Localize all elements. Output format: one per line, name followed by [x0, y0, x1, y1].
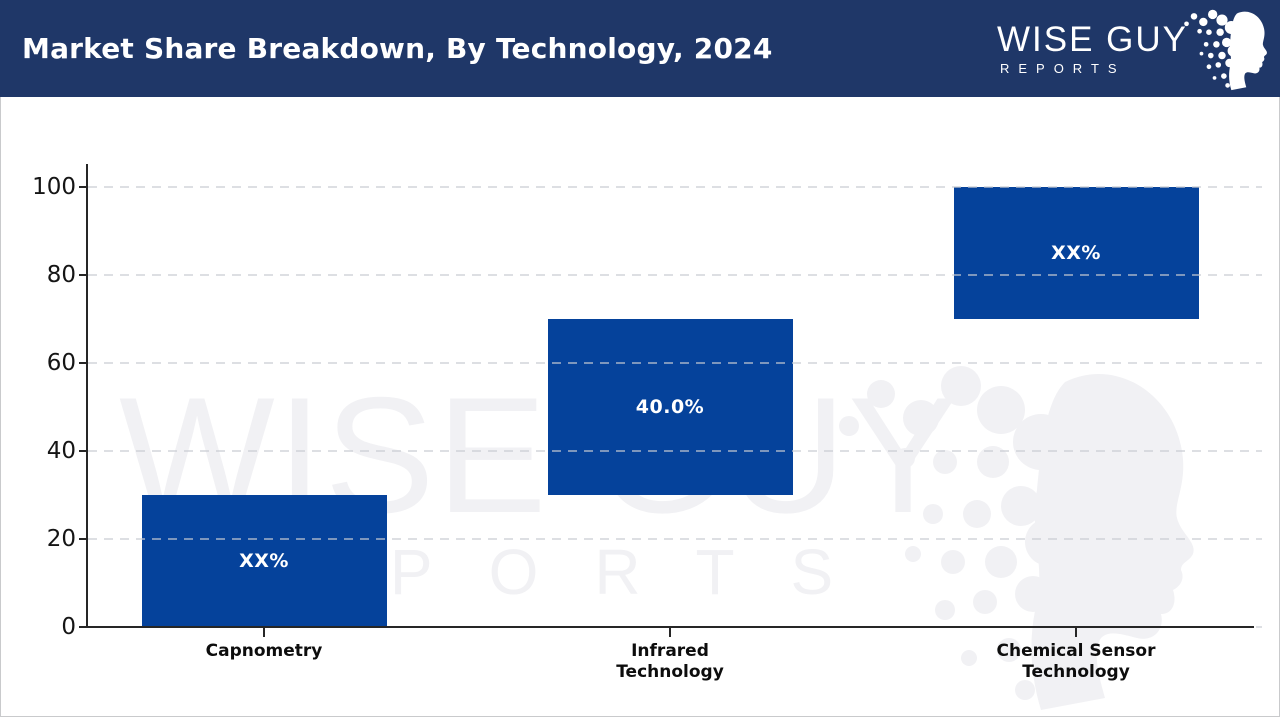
bar-segment-3: XX% — [953, 187, 1199, 319]
brand-text: WISE GUY REPORTS — [996, 19, 1188, 76]
page-title: Market Share Breakdown, By Technology, 2… — [22, 32, 773, 65]
x-tick — [669, 628, 671, 637]
brand-name: WISE GUY — [996, 19, 1188, 59]
y-gridline — [88, 186, 1262, 188]
bar-value-label: XX% — [239, 550, 289, 572]
y-tick — [79, 450, 87, 452]
y-tick — [79, 274, 87, 276]
y-tick — [79, 186, 87, 188]
y-tick — [79, 626, 87, 628]
y-gridline — [88, 450, 1262, 452]
y-gridline — [88, 362, 1262, 364]
y-axis — [86, 164, 88, 628]
brand-logo: WISE GUY REPORTS — [997, 7, 1270, 91]
bar-value-label: XX% — [1051, 242, 1101, 264]
y-gridline — [88, 274, 1262, 276]
header: Market Share Breakdown, By Technology, 2… — [0, 0, 1280, 97]
y-tick-label: 100 — [32, 174, 76, 200]
y-tick-label: 80 — [46, 262, 76, 288]
y-tick-label: 0 — [61, 614, 76, 640]
y-tick — [79, 538, 87, 540]
brand-face-icon — [1184, 9, 1267, 90]
x-tick — [263, 628, 265, 637]
x-axis — [86, 626, 1254, 628]
bar-value-label: 40.0% — [635, 396, 705, 418]
x-category-label: Capnometry — [205, 641, 323, 661]
y-gridline — [88, 538, 1262, 540]
bar-segment-1: XX% — [141, 495, 387, 627]
y-tick — [79, 362, 87, 364]
x-category-label: Infrared Technology — [616, 641, 724, 682]
y-tick-label: 60 — [46, 350, 76, 376]
x-category-label: Chemical Sensor Technology — [996, 641, 1156, 682]
y-tick-label: 40 — [46, 438, 76, 464]
y-tick-label: 20 — [46, 526, 76, 552]
x-tick — [1075, 628, 1077, 637]
bar-segment-2: 40.0% — [547, 319, 793, 495]
brand-subtitle: REPORTS — [999, 60, 1126, 76]
